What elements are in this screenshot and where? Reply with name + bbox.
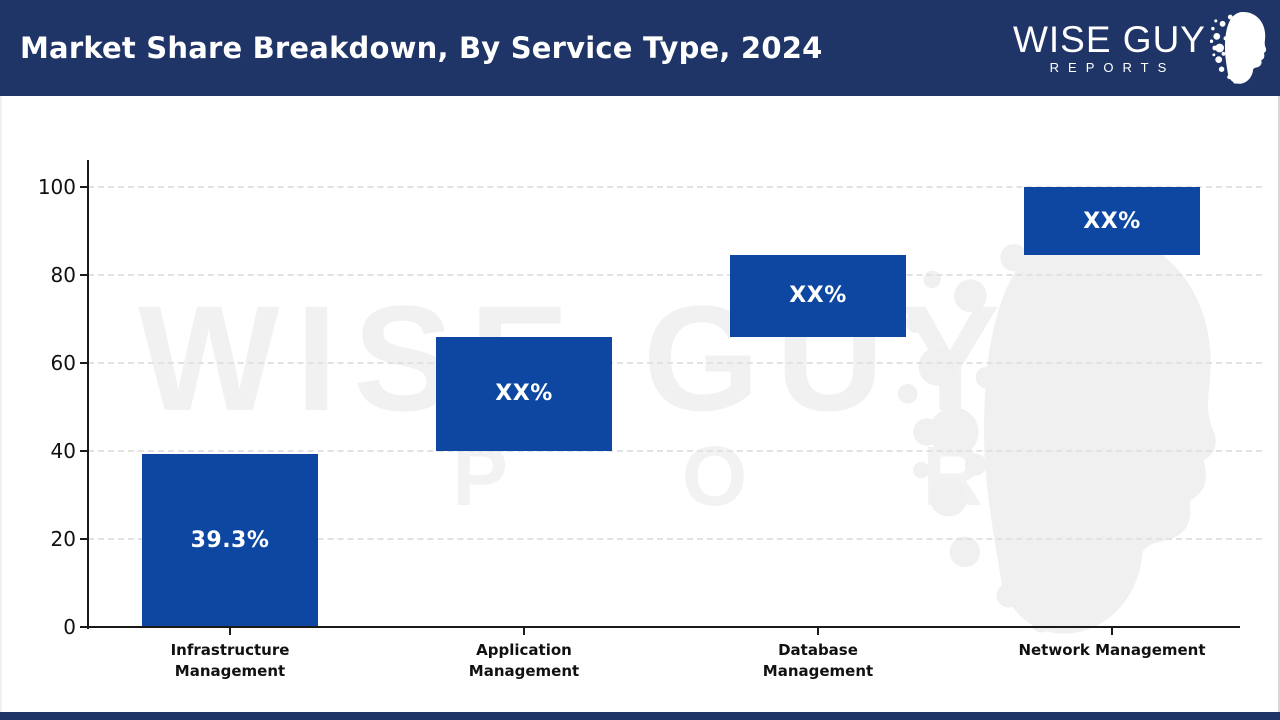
x-tick-label-1: Infrastructure Management xyxy=(170,641,290,680)
bar-infrastructure-management: 39.3% xyxy=(142,454,318,627)
x-tick xyxy=(1111,628,1113,635)
x-tick-label-4: Network Management xyxy=(1018,641,1206,659)
y-gridline xyxy=(88,274,1262,276)
y-tick-label: 60 xyxy=(50,351,76,375)
y-tick xyxy=(80,186,87,188)
bar-value-label: 39.3% xyxy=(190,528,270,554)
y-tick xyxy=(80,450,87,452)
y-gridline xyxy=(88,186,1262,188)
x-axis-spine xyxy=(88,626,1240,628)
x-tick xyxy=(229,628,231,635)
logo-wordmark: WISE GUY xyxy=(1012,18,1206,60)
x-tick-label-3: Database Management xyxy=(762,641,874,680)
y-tick-label: 40 xyxy=(50,439,76,463)
y-tick-label: 0 xyxy=(63,615,76,639)
x-tick-label-2: Application Management xyxy=(468,641,580,680)
logo-subtext: REPORTS xyxy=(1049,60,1176,76)
bar-application-management: XX% xyxy=(436,336,612,451)
bar-database-management: XX% xyxy=(730,255,906,337)
logo-head-icon xyxy=(1210,11,1267,84)
y-tick xyxy=(80,538,87,540)
y-tick-label: 80 xyxy=(50,263,76,287)
y-gridline xyxy=(88,538,1262,540)
y-tick-label: 20 xyxy=(50,527,76,551)
x-tick xyxy=(817,628,819,635)
y-tick xyxy=(80,362,87,364)
bar-value-label: XX% xyxy=(789,283,847,309)
header-bar: Market Share Breakdown, By Service Type,… xyxy=(0,0,1280,96)
y-tick xyxy=(80,626,87,628)
y-gridline xyxy=(88,450,1262,452)
y-tick-label: 100 xyxy=(37,175,76,199)
watermark-head-icon xyxy=(898,228,1216,634)
bar-value-label: XX% xyxy=(1083,208,1141,234)
y-gridline xyxy=(88,362,1262,364)
footer-bar xyxy=(0,712,1280,720)
y-axis-spine xyxy=(87,160,89,629)
y-tick xyxy=(80,274,87,276)
x-tick xyxy=(523,628,525,635)
page-title: Market Share Breakdown, By Service Type,… xyxy=(20,31,823,65)
wiseguy-logo: WISE GUY REPORTS xyxy=(1013,8,1268,88)
bar-network-management: XX% xyxy=(1024,187,1200,256)
bar-value-label: XX% xyxy=(495,381,553,407)
